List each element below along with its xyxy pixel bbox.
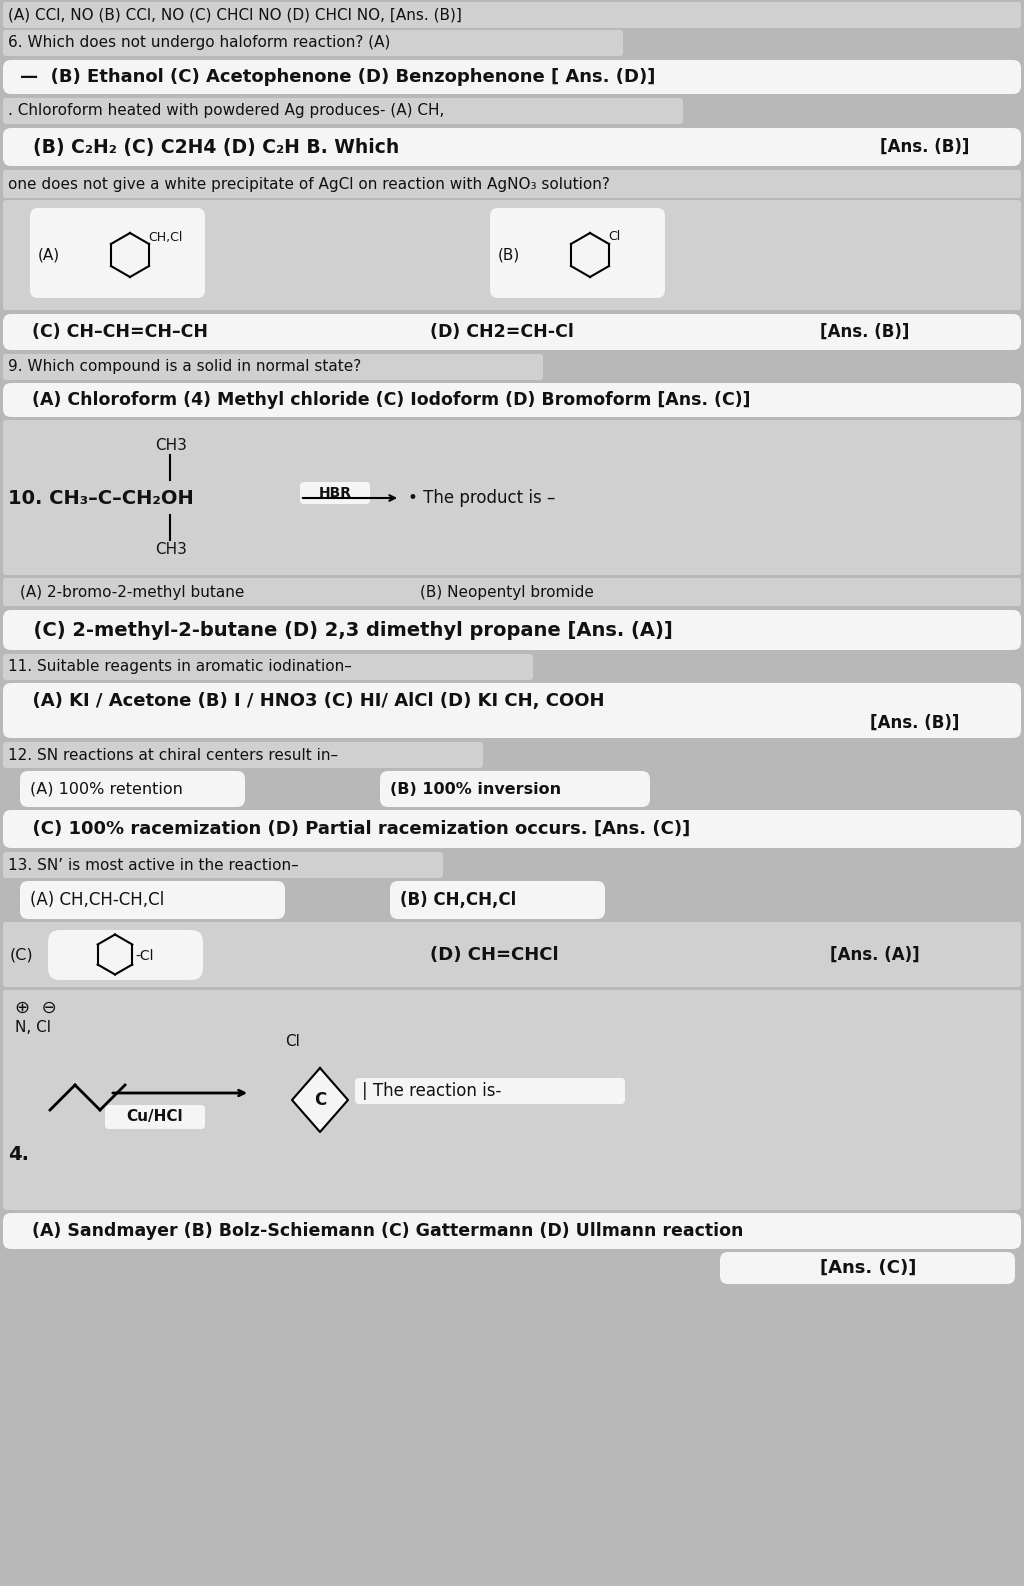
FancyBboxPatch shape [3,2,1021,29]
Text: (B) C₂H₂ (C) C2H4 (D) C₂H B. Which: (B) C₂H₂ (C) C2H4 (D) C₂H B. Which [20,138,399,157]
FancyBboxPatch shape [3,742,483,768]
Text: (A) CH,CH-CH,Cl: (A) CH,CH-CH,Cl [30,891,164,909]
FancyBboxPatch shape [3,420,1021,576]
Text: (A): (A) [38,247,60,263]
Text: (A) CCl, NO (B) CCl, NO (C) CHCl NO (D) CHCl NO, [Ans. (B)]: (A) CCl, NO (B) CCl, NO (C) CHCl NO (D) … [8,8,462,22]
FancyBboxPatch shape [3,921,1021,986]
FancyBboxPatch shape [3,577,1021,606]
FancyBboxPatch shape [3,684,1021,737]
Text: [Ans. (B)]: [Ans. (B)] [820,324,909,341]
FancyBboxPatch shape [30,208,205,298]
FancyBboxPatch shape [3,382,1021,417]
Text: • The product is –: • The product is – [408,488,555,508]
Text: CH3: CH3 [155,542,186,558]
FancyBboxPatch shape [3,30,623,56]
Text: Cu/HCl: Cu/HCl [127,1110,183,1124]
Text: [Ans. (A)]: [Ans. (A)] [830,945,920,964]
Text: 11. Suitable reagents in aromatic iodination–: 11. Suitable reagents in aromatic iodina… [8,660,352,674]
Text: (A) 100% retention: (A) 100% retention [30,782,183,796]
FancyBboxPatch shape [720,1251,1015,1285]
Text: [Ans. (C)]: [Ans. (C)] [820,1259,916,1277]
FancyBboxPatch shape [3,314,1021,351]
Text: (C) CH–CH=CH–CH: (C) CH–CH=CH–CH [20,324,208,341]
Text: 4.: 4. [8,1145,29,1164]
Text: (C): (C) [10,947,34,963]
FancyBboxPatch shape [3,990,1021,1210]
Text: —  (B) Ethanol (C) Acetophenone (D) Benzophenone [ Ans. (D)]: — (B) Ethanol (C) Acetophenone (D) Benzo… [20,68,655,86]
Text: N, Cl: N, Cl [15,1020,51,1036]
Text: C: C [314,1091,326,1109]
Text: CH3: CH3 [155,438,186,452]
Text: (A) KI / Acetone (B) I / HNO3 (C) HI/ AlCl (D) KI CH, COOH: (A) KI / Acetone (B) I / HNO3 (C) HI/ Al… [20,691,604,711]
Text: (D) CH2=CH-Cl: (D) CH2=CH-Cl [430,324,573,341]
Text: 9. Which compound is a solid in normal state?: 9. Which compound is a solid in normal s… [8,360,361,374]
Text: Cl: Cl [608,230,621,244]
FancyBboxPatch shape [3,200,1021,309]
FancyBboxPatch shape [3,852,443,879]
Text: ⊕  ⊖: ⊕ ⊖ [15,999,56,1017]
Text: (C) 2-methyl-2-butane (D) 2,3 dimethyl propane [Ans. (A)]: (C) 2-methyl-2-butane (D) 2,3 dimethyl p… [20,620,673,639]
FancyBboxPatch shape [105,1105,205,1129]
Text: . Chloroform heated with powdered Ag produces- (A) CH,: . Chloroform heated with powdered Ag pro… [8,103,444,119]
Text: 12. SN reactions at chiral centers result in–: 12. SN reactions at chiral centers resul… [8,747,338,763]
FancyBboxPatch shape [3,60,1021,94]
Text: (B) CH,CH,Cl: (B) CH,CH,Cl [400,891,516,909]
FancyBboxPatch shape [3,810,1021,849]
FancyBboxPatch shape [20,880,285,918]
FancyBboxPatch shape [490,208,665,298]
FancyBboxPatch shape [3,1213,1021,1250]
Text: | The reaction is-: | The reaction is- [362,1082,502,1101]
FancyBboxPatch shape [355,1078,625,1104]
FancyBboxPatch shape [3,653,534,680]
FancyBboxPatch shape [3,128,1021,167]
FancyBboxPatch shape [380,771,650,807]
Text: 10. CH₃–C–CH₂OH: 10. CH₃–C–CH₂OH [8,488,194,508]
FancyBboxPatch shape [3,611,1021,650]
Text: [Ans. (B)]: [Ans. (B)] [880,138,970,155]
Text: (A) 2-bromo-2-methyl butane: (A) 2-bromo-2-methyl butane [20,585,245,600]
Text: HBR: HBR [318,485,351,500]
FancyBboxPatch shape [48,929,203,980]
Text: (A) Chloroform (4) Methyl chloride (C) Iodoform (D) Bromoform [Ans. (C)]: (A) Chloroform (4) Methyl chloride (C) I… [20,392,751,409]
Text: CH,Cl: CH,Cl [148,230,182,244]
FancyBboxPatch shape [3,170,1021,198]
Text: Cl: Cl [285,1034,300,1050]
FancyBboxPatch shape [3,98,683,124]
Text: one does not give a white precipitate of AgCl on reaction with AgNO₃ solution?: one does not give a white precipitate of… [8,176,610,192]
Polygon shape [292,1067,348,1132]
Text: (B) Neopentyl bromide: (B) Neopentyl bromide [420,585,594,600]
FancyBboxPatch shape [300,482,370,504]
Text: (D) CH=CHCl: (D) CH=CHCl [430,945,559,964]
Text: 6. Which does not undergo haloform reaction? (A): 6. Which does not undergo haloform react… [8,35,390,51]
Text: (B) 100% inversion: (B) 100% inversion [390,782,561,796]
Text: 13. SN’ is most active in the reaction–: 13. SN’ is most active in the reaction– [8,858,299,872]
Text: [Ans. (B)]: [Ans. (B)] [870,714,959,733]
Text: (C) 100% racemization (D) Partial racemization occurs. [Ans. (C)]: (C) 100% racemization (D) Partial racemi… [20,820,690,837]
Text: (A) Sandmayer (B) Bolz-Schiemann (C) Gattermann (D) Ullmann reaction: (A) Sandmayer (B) Bolz-Schiemann (C) Gat… [20,1221,743,1240]
Text: (B): (B) [498,247,520,263]
FancyBboxPatch shape [20,771,245,807]
FancyBboxPatch shape [390,880,605,918]
FancyBboxPatch shape [3,354,543,381]
Text: -Cl: -Cl [135,950,154,964]
